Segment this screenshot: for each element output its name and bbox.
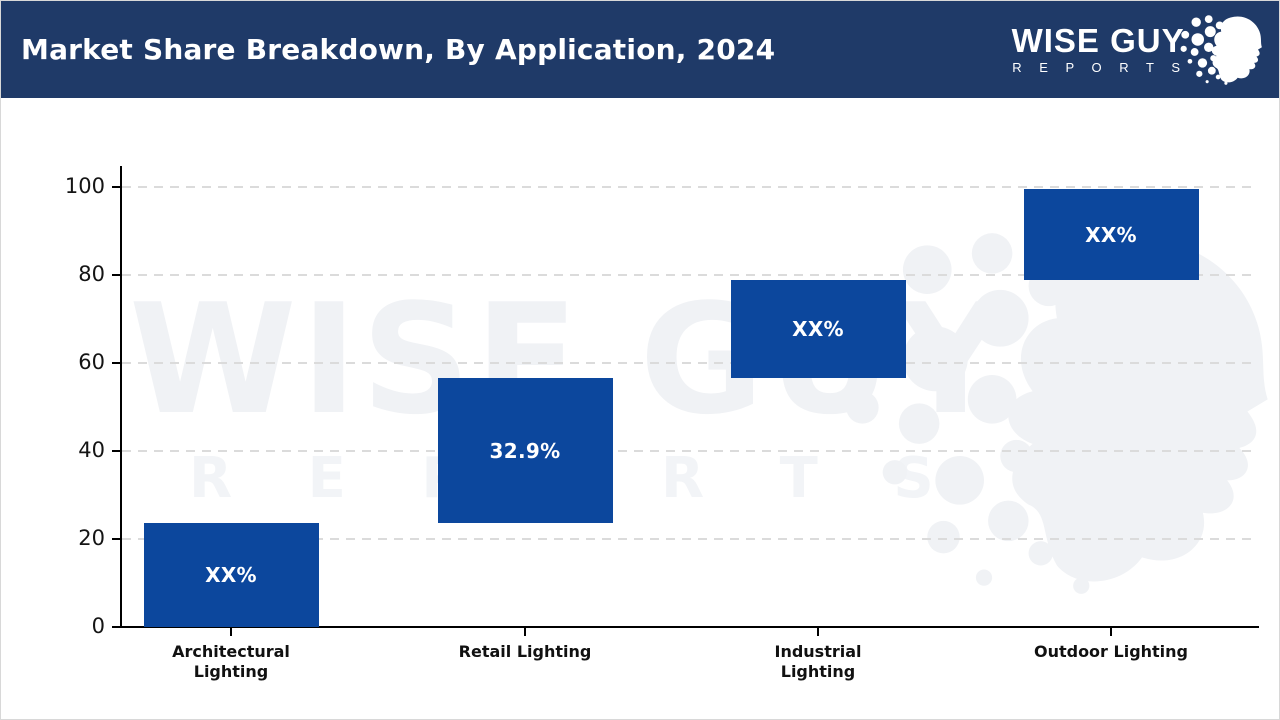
y-gridline (122, 450, 1254, 452)
y-tick-label: 20 (78, 526, 105, 550)
y-tick-mark (112, 362, 120, 364)
y-tick-mark (112, 538, 120, 540)
bar-value-label: XX% (792, 317, 844, 342)
x-tick-label: Outdoor Lighting (1033, 642, 1189, 661)
logo-text: WISE GUY R E P O R T S (1009, 24, 1187, 75)
bar-value-label: XX% (205, 563, 257, 588)
y-tick-mark (112, 626, 120, 628)
logo-head-icon (1179, 11, 1265, 89)
logo-wordmark: WISE GUY (1011, 22, 1185, 59)
x-tick-mark (817, 628, 819, 636)
y-tick-mark (112, 186, 120, 188)
chart-title: Market Share Breakdown, By Application, … (21, 33, 776, 66)
bar-segment: XX% (143, 523, 319, 627)
x-tick-mark (230, 628, 232, 636)
y-tick-label: 80 (78, 262, 105, 286)
x-tick-label: Industrial Lighting (774, 642, 862, 681)
y-gridline (122, 362, 1254, 364)
y-gridline (122, 538, 1254, 540)
logo-subtitle: R E P O R T S (1012, 60, 1187, 75)
bar-value-label: 32.9% (489, 438, 561, 463)
y-gridline (122, 274, 1254, 276)
y-gridline (122, 186, 1254, 188)
y-tick-mark (112, 274, 120, 276)
bar-segment: XX% (1023, 189, 1199, 280)
wise-guy-logo: WISE GUY R E P O R T S (1009, 11, 1265, 89)
y-tick-label: 0 (91, 614, 105, 638)
y-tick-mark (112, 450, 120, 452)
bar-segment: XX% (730, 279, 906, 379)
x-tick-mark (524, 628, 526, 636)
x-axis-line (120, 626, 1259, 628)
x-tick-label: Architectural Lighting (172, 642, 290, 681)
x-tick-mark (1110, 628, 1112, 636)
y-axis-line (120, 166, 122, 628)
bar-value-label: XX% (1085, 222, 1137, 247)
bar-segment: 32.9% (437, 378, 613, 524)
y-tick-label: 100 (64, 174, 105, 198)
y-tick-label: 60 (78, 350, 105, 374)
header-bar: Market Share Breakdown, By Application, … (1, 1, 1279, 98)
x-tick-label: Retail Lighting (458, 642, 592, 661)
y-tick-label: 40 (78, 438, 105, 462)
